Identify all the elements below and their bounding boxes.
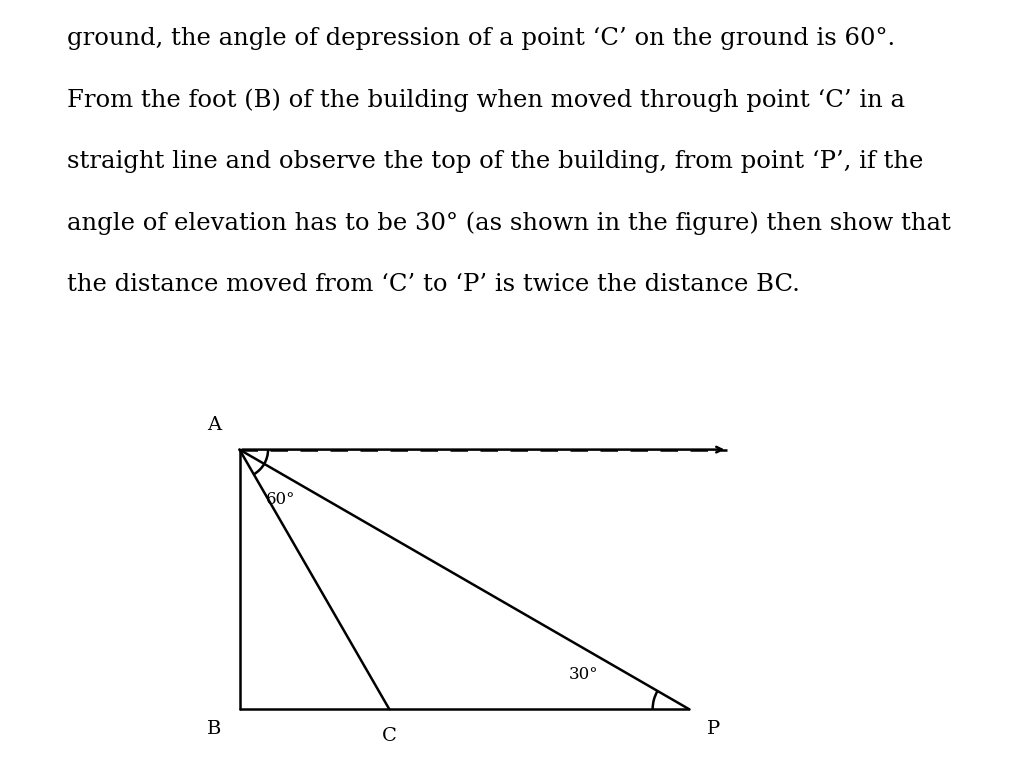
Text: ground, the angle of depression of a point ‘C’ on the ground is 60°.: ground, the angle of depression of a poi… [67,26,895,50]
Text: angle of elevation has to be 30° (as shown in the figure) then show that: angle of elevation has to be 30° (as sho… [67,211,950,235]
Text: From the foot (B) of the building when moved through point ‘C’ in a: From the foot (B) of the building when m… [67,88,904,111]
Text: B: B [207,720,221,738]
Text: straight line and observe the top of the building, from point ‘P’, if the: straight line and observe the top of the… [67,150,923,173]
Text: A: A [207,416,221,434]
Text: the distance moved from ‘C’ to ‘P’ is twice the distance BC.: the distance moved from ‘C’ to ‘P’ is tw… [67,273,800,296]
Text: 60°: 60° [265,491,295,508]
Text: 30°: 30° [568,666,598,683]
Text: C: C [382,728,396,745]
Text: P: P [708,720,721,738]
